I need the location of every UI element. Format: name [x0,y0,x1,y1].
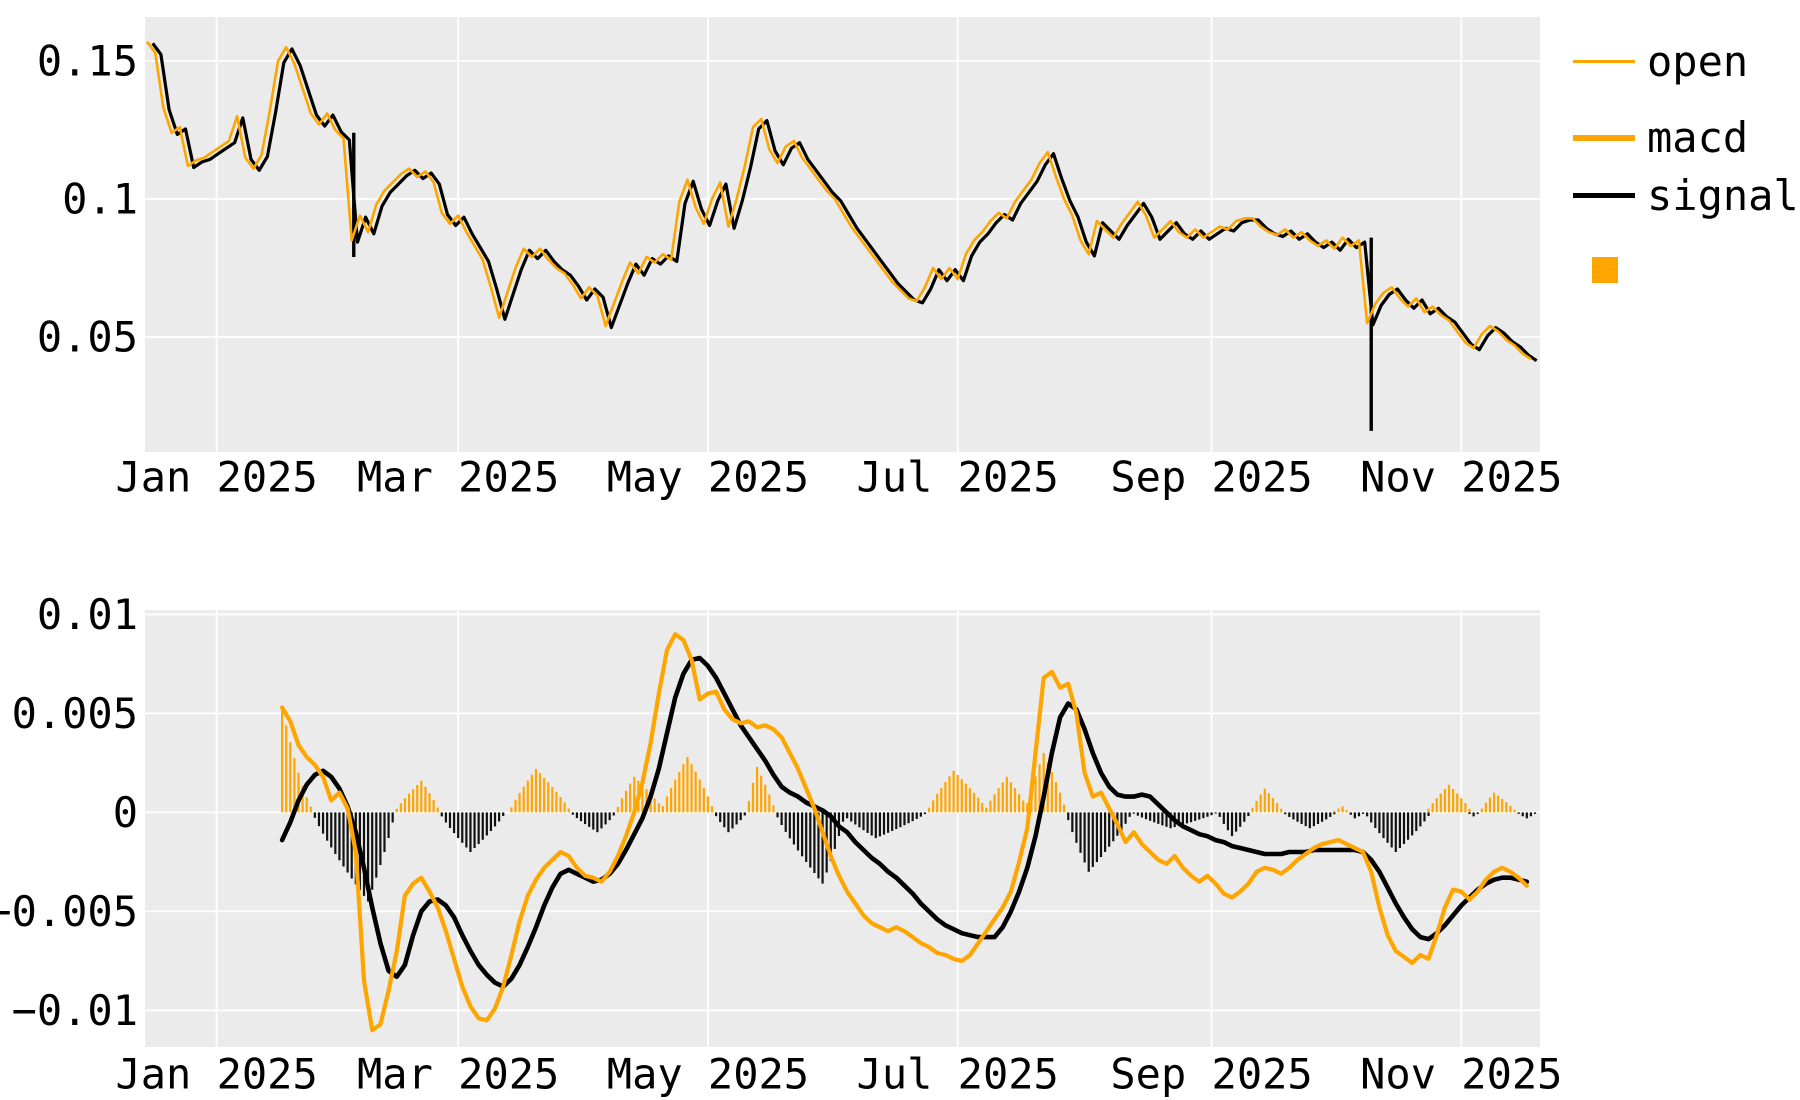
legend-item-macd: macd [1573,113,1748,162]
open-shadow-line [151,42,1538,363]
x-tick-label: Jan 2025 [115,1050,317,1099]
y-tick-label: 0.1 [62,175,138,224]
macd-line-swatch-icon [1573,134,1635,141]
y-tick-label: 0.01 [37,590,138,639]
signal-line [279,655,1530,989]
x-tick-label: Nov 2025 [1360,453,1562,502]
legend-label-macd: macd [1647,113,1749,162]
x-tick-label: Jan 2025 [115,453,317,502]
y-tick-label: −0.01 [12,986,138,1035]
legend-item-open: open [1573,37,1748,86]
legend-item-histogram [1592,257,1630,283]
legend-label-signal: signal [1647,171,1799,220]
legend: open macd signal [1573,0,1800,320]
y-tick-label: 0.005 [12,689,138,738]
x-tick-label: May 2025 [607,453,809,502]
y-tick-label: −0.005 [0,887,138,936]
macd-line [280,632,1529,1033]
open-line [145,40,1532,361]
x-tick-label: Jul 2025 [857,1050,1059,1099]
x-tick-label: Mar 2025 [357,453,559,502]
x-tick-label: Sep 2025 [1110,1050,1312,1099]
x-tick-label: Jul 2025 [857,453,1059,502]
open-line-swatch-icon [1573,60,1635,63]
x-tick-label: Nov 2025 [1360,1050,1562,1099]
legend-label-open: open [1647,37,1749,86]
x-tick-label: May 2025 [607,1050,809,1099]
x-tick-label: Sep 2025 [1110,453,1312,502]
x-tick-label: Mar 2025 [357,1050,559,1099]
signal-line-swatch-icon [1573,193,1635,198]
legend-item-signal: signal [1573,171,1799,220]
histogram-square-swatch-icon [1592,257,1618,283]
y-tick-label: 0 [113,788,138,837]
y-tick-label: 0.15 [37,37,138,86]
y-tick-label: 0.05 [37,313,138,362]
